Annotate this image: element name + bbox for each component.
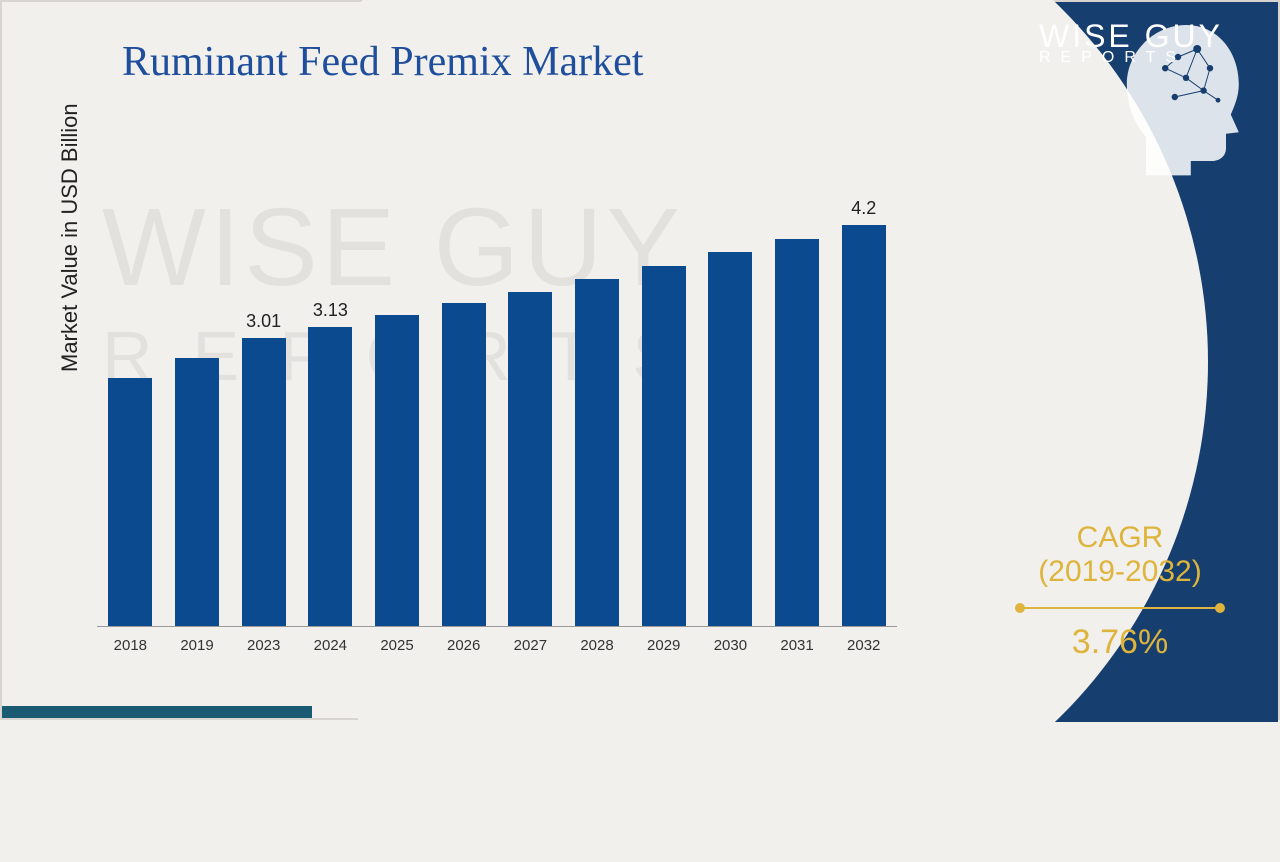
bar-value-label: 3.01: [246, 311, 281, 332]
bar-category-label: 2030: [714, 637, 747, 654]
bar-rect: [508, 292, 552, 626]
bar-2024: 3.132024: [297, 166, 364, 626]
bar-2027: 2027: [497, 166, 564, 626]
bar-category-label: 2031: [780, 637, 813, 654]
bar-2031: 2031: [764, 166, 831, 626]
bar-value-label: 4.2: [851, 198, 876, 219]
bar-category-label: 2025: [380, 637, 413, 654]
cagr-box: CAGR (2019-2032) 3.76%: [1020, 521, 1220, 662]
bar-category-label: 2024: [314, 637, 347, 654]
bar-2025: 2025: [364, 166, 431, 626]
infographic-container: WISE GUY REPORTS Ruminant Feed Premix Ma…: [0, 0, 1280, 720]
brand-logo: WISE GUY REPORTS: [1039, 20, 1223, 66]
bar-value-label: 3.13: [313, 300, 348, 321]
bar-rect: [308, 327, 352, 626]
cagr-label: CAGR: [1020, 521, 1220, 555]
bar-category-label: 2027: [514, 637, 547, 654]
bar-rect: [642, 266, 686, 626]
bar-category-label: 2028: [580, 637, 613, 654]
bar-rect: [708, 252, 752, 626]
bars-container: 201820193.0120233.1320242025202620272028…: [97, 166, 897, 626]
bar-category-label: 2032: [847, 637, 880, 654]
cagr-value: 3.76%: [1020, 623, 1220, 662]
bar-category-label: 2018: [114, 637, 147, 654]
right-panel-content: WISE GUY REPORTS CAGR (2019-2032) 3.76%: [978, 2, 1278, 722]
bar-chart: 201820193.0120233.1320242025202620272028…: [97, 152, 897, 672]
bar-rect: [442, 303, 486, 626]
chart-title: Ruminant Feed Premix Market: [122, 38, 643, 86]
bar-rect: [842, 225, 886, 626]
bar-2019: 2019: [164, 166, 231, 626]
bar-rect: [108, 378, 152, 626]
bar-2018: 2018: [97, 166, 164, 626]
bar-category-label: 2019: [180, 637, 213, 654]
bar-rect: [242, 338, 286, 626]
bar-rect: [375, 315, 419, 626]
bar-rect: [175, 358, 219, 626]
bar-2029: 2029: [630, 166, 697, 626]
bar-2032: 4.22032: [830, 166, 897, 626]
bar-rect: [575, 279, 619, 626]
bar-category-label: 2023: [247, 637, 280, 654]
bar-2023: 3.012023: [230, 166, 297, 626]
bar-2028: 2028: [564, 166, 631, 626]
x-axis-line: [97, 626, 897, 627]
bar-category-label: 2026: [447, 637, 480, 654]
y-axis-label: Market Value in USD Billion: [57, 103, 83, 372]
cagr-separator: [1020, 607, 1220, 609]
cagr-period: (2019-2032): [1020, 555, 1220, 589]
bar-2030: 2030: [697, 166, 764, 626]
bottom-accent-bar: [2, 706, 312, 718]
bar-category-label: 2029: [647, 637, 680, 654]
bar-2026: 2026: [430, 166, 497, 626]
bar-rect: [775, 239, 819, 626]
